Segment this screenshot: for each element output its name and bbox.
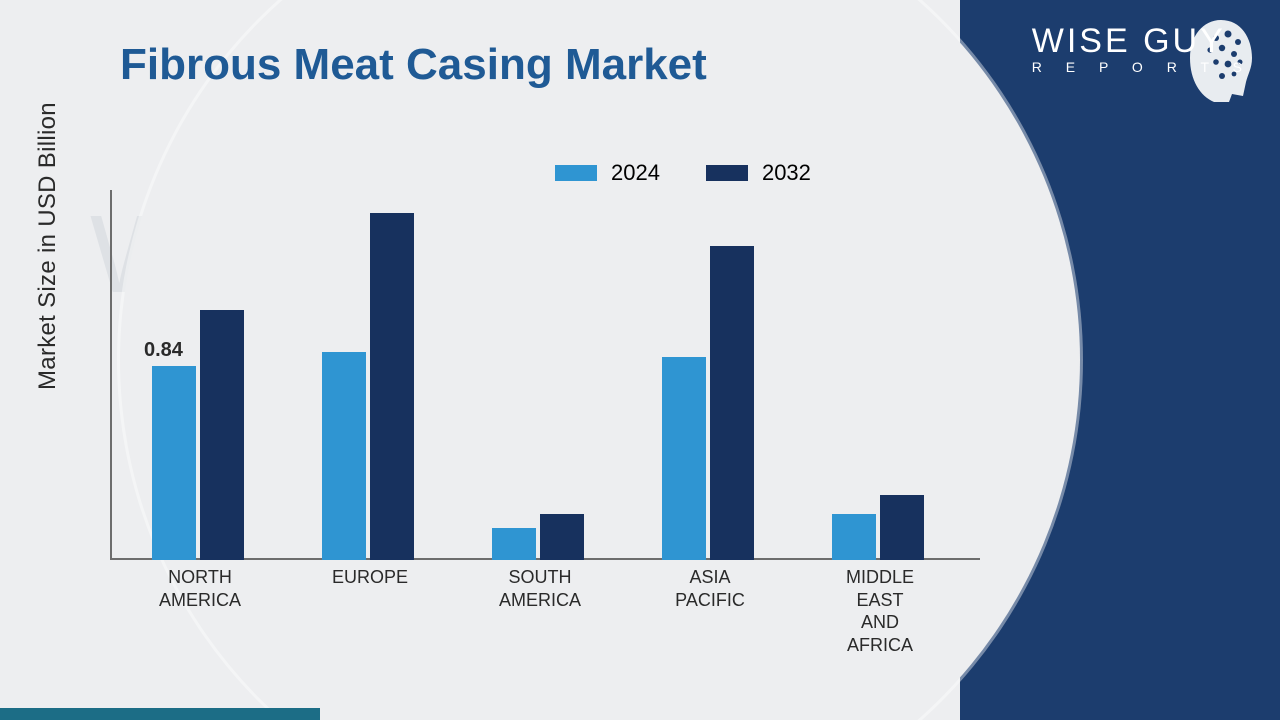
bar-2024 — [662, 357, 706, 561]
y-axis — [110, 190, 112, 560]
chart-title: Fibrous Meat Casing Market — [120, 40, 707, 90]
x-category-label: SOUTHAMERICA — [475, 566, 605, 611]
brand-line2: R E P O R T S — [1032, 59, 1252, 75]
x-category-label: NORTHAMERICA — [135, 566, 265, 611]
chart-plot: 0.84 — [110, 190, 980, 560]
brand-logo: WISE GUY R E P O R T S — [1032, 22, 1252, 75]
bar-2024 — [832, 514, 876, 560]
bar-2032 — [200, 310, 244, 560]
value-label: 0.84 — [144, 339, 183, 362]
brand-line1: WISE GUY — [1032, 22, 1252, 61]
legend: 2024 2032 — [555, 160, 811, 186]
legend-label-2024: 2024 — [611, 160, 660, 186]
canvas: WISE GUY R E P O R T S WISE GUY R E P O … — [0, 0, 1280, 720]
bar-2024 — [492, 528, 536, 560]
bar-2032 — [880, 495, 924, 560]
bar-2024 — [322, 352, 366, 560]
legend-swatch-2032 — [706, 165, 748, 181]
bar-2024 — [152, 366, 196, 560]
y-axis-label: Market Size in USD Billion — [34, 102, 62, 390]
bar-2032 — [540, 514, 584, 560]
bottom-strip — [0, 708, 320, 720]
legend-item-2032: 2032 — [706, 160, 811, 186]
x-category-label: MIDDLEEASTANDAFRICA — [815, 566, 945, 656]
legend-item-2024: 2024 — [555, 160, 660, 186]
bar-2032 — [370, 213, 414, 560]
legend-swatch-2024 — [555, 165, 597, 181]
legend-label-2032: 2032 — [762, 160, 811, 186]
bar-2032 — [710, 246, 754, 561]
x-category-label: EUROPE — [305, 566, 435, 589]
x-category-label: ASIAPACIFIC — [645, 566, 775, 611]
